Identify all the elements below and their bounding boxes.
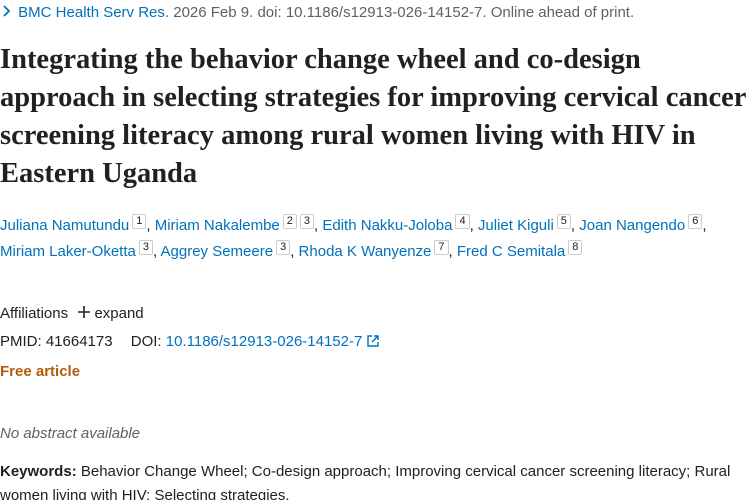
author: Fred C Semitala 8 (456, 239, 583, 260)
affiliations-row: Affiliations expand (0, 305, 144, 322)
author-name[interactable]: Joan Nangendo (579, 217, 686, 234)
affiliation-ref[interactable]: 2 (282, 214, 297, 229)
affiliation-ref[interactable]: 3 (276, 239, 291, 255)
doi-label: DOI: (130, 333, 162, 350)
pmid: 41664173 (45, 333, 113, 350)
expand-label[interactable]: expand (94, 305, 144, 322)
pmid-label: PMID: (0, 333, 42, 350)
separator: , (570, 217, 576, 234)
separator: , (448, 242, 453, 260)
affiliation-ref[interactable]: 3 (138, 239, 153, 255)
external-link-icon (366, 335, 379, 347)
author: Edith Nakku-Joloba 4, (322, 214, 474, 234)
author: Joan Nangendo 6, (579, 214, 707, 234)
author-name[interactable]: Edith Nakku-Joloba (322, 217, 453, 234)
author: Miriam Nakalembe 2 3, (154, 214, 319, 234)
citation-details: 2026 Feb 9. doi: 10.1186/s12913-026-1415… (173, 4, 635, 21)
citation: BMC Health Serv Res. 2026 Feb 9. doi: 10… (0, 4, 634, 21)
chevron-icon (3, 5, 11, 17)
separator: , (146, 217, 151, 234)
affiliation-ref[interactable]: 4 (455, 214, 470, 229)
affiliation-ref[interactable]: 5 (556, 214, 571, 229)
author: Rhoda K Wanyenze 7, (298, 239, 453, 260)
article-title: Integrating the behavior change wheel an… (0, 44, 746, 189)
plus-icon (78, 306, 91, 318)
affiliation-ref[interactable]: 7 (434, 239, 449, 255)
separator: , (153, 242, 158, 260)
expand-toggle[interactable]: expand (78, 305, 144, 322)
separator: , (469, 217, 474, 234)
author: Juliana Namutundu 1, (0, 214, 151, 234)
keywords-label: Keywords: (0, 463, 77, 480)
author: Miriam Laker-Oketta 3, (0, 239, 158, 260)
separator: , (290, 242, 295, 260)
affiliation-ref[interactable]: 3 (299, 214, 315, 229)
identifiers: PMID: 41664173 DOI: 10.1186/s12913-026-1… (0, 333, 379, 350)
doi-link[interactable]: 10.1186/s12913-026-14152-7 (165, 333, 363, 350)
affiliation-ref[interactable]: 6 (688, 214, 703, 229)
no-abstract: No abstract available (0, 425, 141, 442)
separator: , (702, 217, 707, 234)
author-name[interactable]: Fred C Semitala (456, 242, 566, 260)
separator: , (314, 217, 319, 234)
affiliations-label: Affiliations (0, 305, 69, 322)
author-name[interactable]: Aggrey Semeere (160, 242, 274, 260)
author-name[interactable]: Miriam Nakalembe (154, 217, 280, 234)
free-article-label: Free article (0, 363, 81, 380)
journal-link[interactable]: BMC Health Serv Res. (18, 4, 170, 21)
keywords-text: Behavior Change Wheel; Co-design approac… (0, 463, 731, 500)
author: Aggrey Semeere 3, (160, 239, 295, 260)
author: Juliet Kiguli 5, (477, 214, 576, 234)
affiliation-ref[interactable]: 1 (132, 214, 147, 229)
author-name[interactable]: Juliana Namutundu (0, 217, 130, 234)
author-name[interactable]: Juliet Kiguli (477, 217, 554, 234)
keywords: Keywords: Behavior Change Wheel; Co-desi… (0, 460, 750, 500)
author-name[interactable]: Miriam Laker-Oketta (0, 242, 136, 260)
author-name[interactable]: Rhoda K Wanyenze (298, 242, 432, 260)
author-list: Juliana Namutundu 1, Miriam Nakalembe 2 3, … (0, 213, 745, 264)
affiliation-ref[interactable]: 8 (568, 239, 583, 255)
